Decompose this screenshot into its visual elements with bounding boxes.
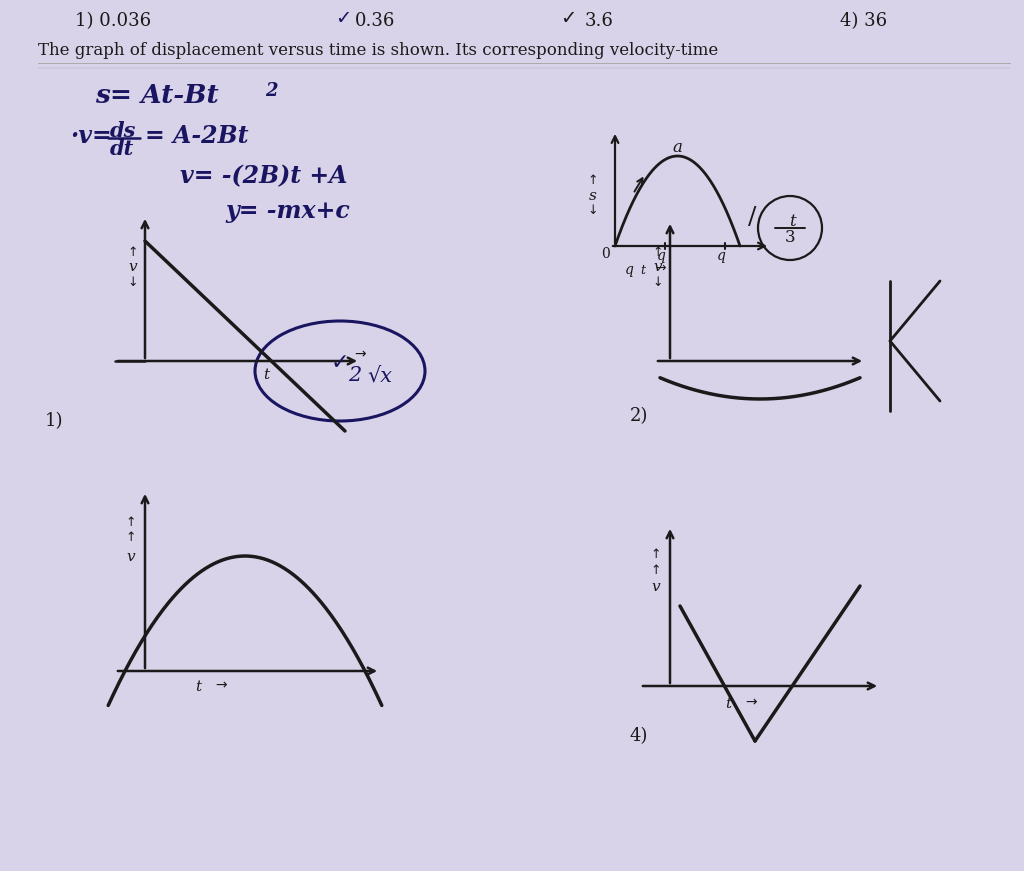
Text: v: v [653, 260, 663, 274]
Text: ✓: ✓ [331, 353, 349, 373]
Text: ↑: ↑ [652, 246, 664, 259]
Text: →: → [655, 262, 666, 275]
Text: ds: ds [110, 121, 136, 141]
Text: t: t [640, 264, 645, 277]
Text: = A-2Bt: = A-2Bt [145, 124, 249, 148]
Text: t: t [725, 697, 731, 711]
Text: ✓: ✓ [560, 10, 577, 29]
Text: ↓: ↓ [588, 205, 598, 218]
Text: ↑: ↑ [128, 246, 138, 259]
Text: ↑: ↑ [126, 531, 136, 544]
Text: The graph of displacement versus time is shown. Its corresponding velocity-time: The graph of displacement versus time is… [38, 43, 718, 59]
Text: ↑: ↑ [126, 516, 136, 529]
Text: ↓: ↓ [652, 276, 664, 289]
Text: v: v [651, 580, 660, 594]
Text: →: → [354, 347, 366, 361]
Text: dt: dt [110, 139, 134, 159]
Text: 4): 4) [630, 727, 648, 745]
Text: v: v [129, 260, 137, 274]
Text: ↑: ↑ [650, 564, 662, 577]
Text: /: / [748, 206, 756, 229]
Text: ↑: ↑ [650, 548, 662, 561]
Text: 1) 0.036: 1) 0.036 [75, 12, 152, 30]
Text: q: q [657, 249, 666, 263]
Text: s: s [589, 189, 597, 203]
Text: q: q [625, 263, 634, 277]
Text: 4) 36: 4) 36 [840, 12, 887, 30]
Text: t: t [263, 368, 269, 382]
Text: 0: 0 [601, 247, 609, 261]
Text: s= At-Bt: s= At-Bt [95, 84, 219, 109]
Text: ✓: ✓ [335, 10, 351, 29]
Text: 2: 2 [265, 82, 278, 100]
Text: 3.6: 3.6 [585, 12, 613, 30]
Text: 0.36: 0.36 [355, 12, 395, 30]
Text: 1): 1) [45, 412, 63, 430]
Text: √x: √x [368, 367, 392, 386]
Text: t: t [788, 213, 796, 229]
Text: v: v [127, 550, 135, 564]
Text: y= -mx+c: y= -mx+c [225, 199, 350, 223]
Text: →: → [215, 678, 226, 692]
Text: 2: 2 [348, 367, 361, 386]
Text: a: a [672, 139, 682, 157]
Text: ·v=: ·v= [70, 124, 112, 148]
Text: v= -(2B)t +A: v= -(2B)t +A [180, 164, 347, 188]
Text: ↓: ↓ [128, 276, 138, 289]
Text: →: → [745, 695, 757, 709]
Text: q: q [717, 249, 726, 263]
Text: 2): 2) [630, 407, 648, 425]
Text: t: t [195, 680, 201, 694]
Text: ↑: ↑ [588, 174, 598, 187]
Text: 3: 3 [784, 229, 796, 246]
